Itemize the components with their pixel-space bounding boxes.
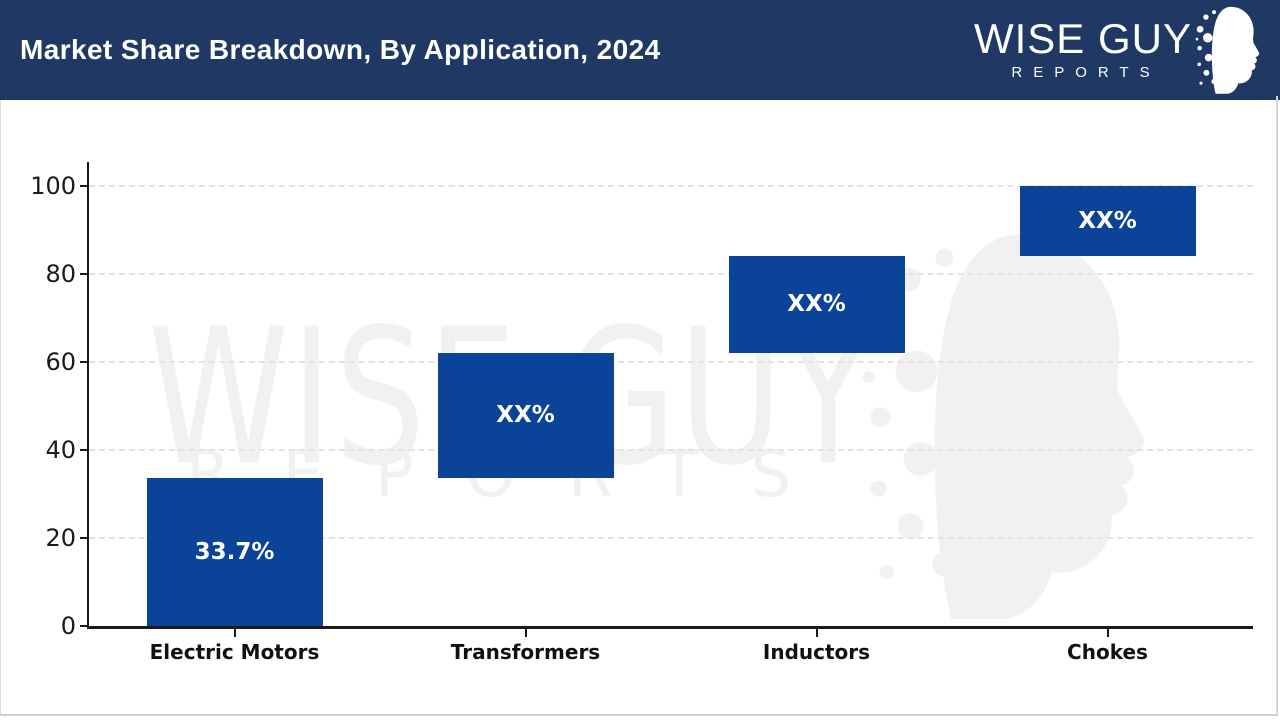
- bar-transformers: XX%: [437, 352, 614, 478]
- header-bar: Market Share Breakdown, By Application, …: [0, 0, 1280, 100]
- gridline-80: [89, 272, 1253, 275]
- x-tick-mark-transformers: [524, 629, 527, 637]
- y-tick-mark-80: [80, 272, 89, 275]
- x-tick-mark-inductors: [815, 629, 818, 637]
- gridline-20: [89, 536, 1253, 539]
- bar-chokes: XX%: [1019, 185, 1196, 256]
- bar-label-electric-motors: 33.7%: [194, 538, 275, 565]
- page-title: Market Share Breakdown, By Application, …: [20, 34, 661, 65]
- x-tick-label-electric-motors: Electric Motors: [149, 640, 320, 664]
- bar-label-chokes: XX%: [1078, 207, 1137, 234]
- y-tick-label-20: 20: [45, 523, 76, 552]
- logo-text: WISE GUY REPORTS: [974, 16, 1192, 82]
- y-tick-label-60: 60: [45, 347, 76, 376]
- x-tick-label-inductors: Inductors: [762, 640, 871, 664]
- gridline-60: [89, 360, 1253, 363]
- y-tick-mark-60: [80, 360, 89, 363]
- x-tick-label-transformers: Transformers: [450, 640, 601, 664]
- frame-left-border: [0, 100, 1, 715]
- x-tick-label-chokes: Chokes: [1067, 640, 1148, 664]
- x-tick-mark-chokes: [1106, 629, 1109, 637]
- x-tick-mark-electric-motors: [233, 629, 236, 637]
- logo-wordmark: WISE GUY: [973, 15, 1192, 62]
- bar-inductors: XX%: [728, 255, 905, 353]
- y-tick-mark-0: [80, 625, 89, 627]
- bar-label-transformers: XX%: [496, 402, 555, 429]
- logo-subtitle: REPORTS: [1011, 64, 1161, 81]
- y-tick-mark-40: [80, 448, 89, 451]
- logo-face-icon: [1195, 6, 1260, 94]
- gridline-100: [89, 184, 1253, 187]
- y-tick-mark-20: [80, 536, 89, 539]
- y-tick-mark-100: [80, 184, 89, 187]
- frame-bottom-border: [0, 714, 1278, 716]
- x-axis-line: [87, 626, 1253, 629]
- y-axis-line: [87, 162, 89, 629]
- gridline-40: [89, 448, 1253, 451]
- logo: WISE GUY REPORTS: [974, 4, 1262, 94]
- y-tick-label-0: 0: [60, 612, 76, 640]
- bar-label-inductors: XX%: [787, 291, 846, 318]
- frame-right-border: [1276, 96, 1278, 716]
- y-tick-label-80: 80: [45, 259, 76, 288]
- bar-electric-motors: 33.7%: [146, 477, 323, 626]
- y-tick-label-100: 100: [30, 171, 76, 200]
- y-tick-label-40: 40: [45, 435, 76, 464]
